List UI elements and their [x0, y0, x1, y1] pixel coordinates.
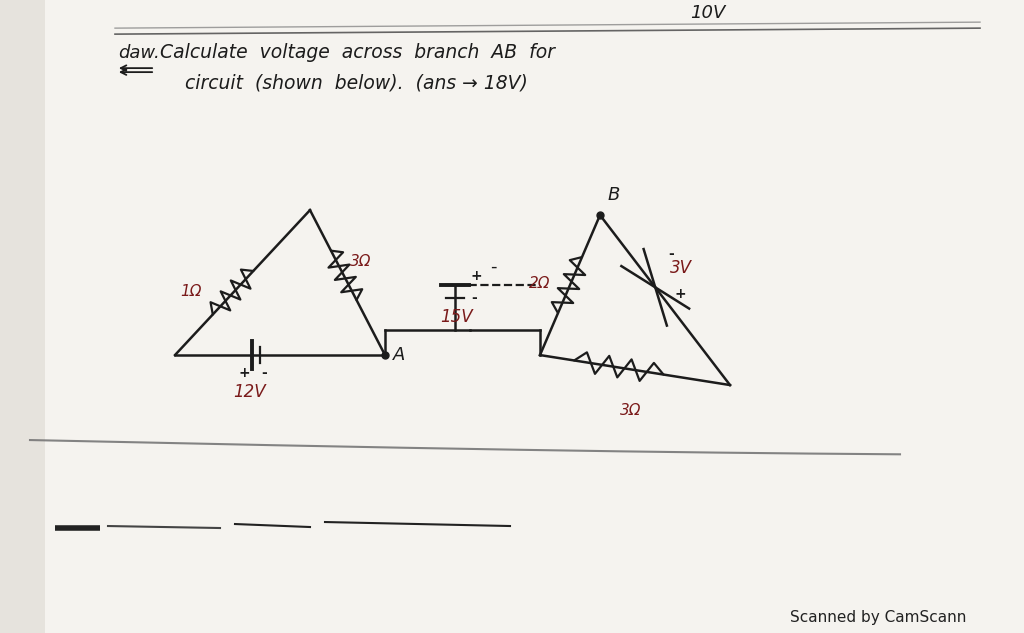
Text: 1Ω: 1Ω [180, 284, 202, 299]
Text: A: A [393, 346, 406, 364]
Text: 3V: 3V [670, 259, 692, 277]
Text: 3Ω: 3Ω [349, 254, 371, 269]
Text: Scanned by CamScann: Scanned by CamScann [790, 610, 967, 625]
Text: -: - [471, 291, 477, 305]
Text: 3Ω: 3Ω [620, 403, 641, 418]
Text: daw.: daw. [118, 44, 160, 62]
Bar [0, 0, 45, 633]
Text: Calculate  voltage  across  branch  AB  for: Calculate voltage across branch AB for [160, 43, 555, 62]
Text: 12V: 12V [233, 383, 265, 401]
Text: B: B [608, 186, 621, 204]
Text: circuit  (shown  below).  (ans → 18V): circuit (shown below). (ans → 18V) [185, 73, 528, 92]
Text: -: - [490, 258, 497, 276]
Text: -: - [668, 247, 674, 261]
Text: 15V: 15V [440, 308, 473, 326]
Text: 10V: 10V [690, 4, 725, 22]
Text: 2Ω: 2Ω [528, 276, 550, 291]
Text: +: + [239, 366, 251, 380]
Text: +: + [674, 287, 686, 301]
Text: -: - [261, 366, 266, 380]
Text: +: + [471, 269, 482, 283]
